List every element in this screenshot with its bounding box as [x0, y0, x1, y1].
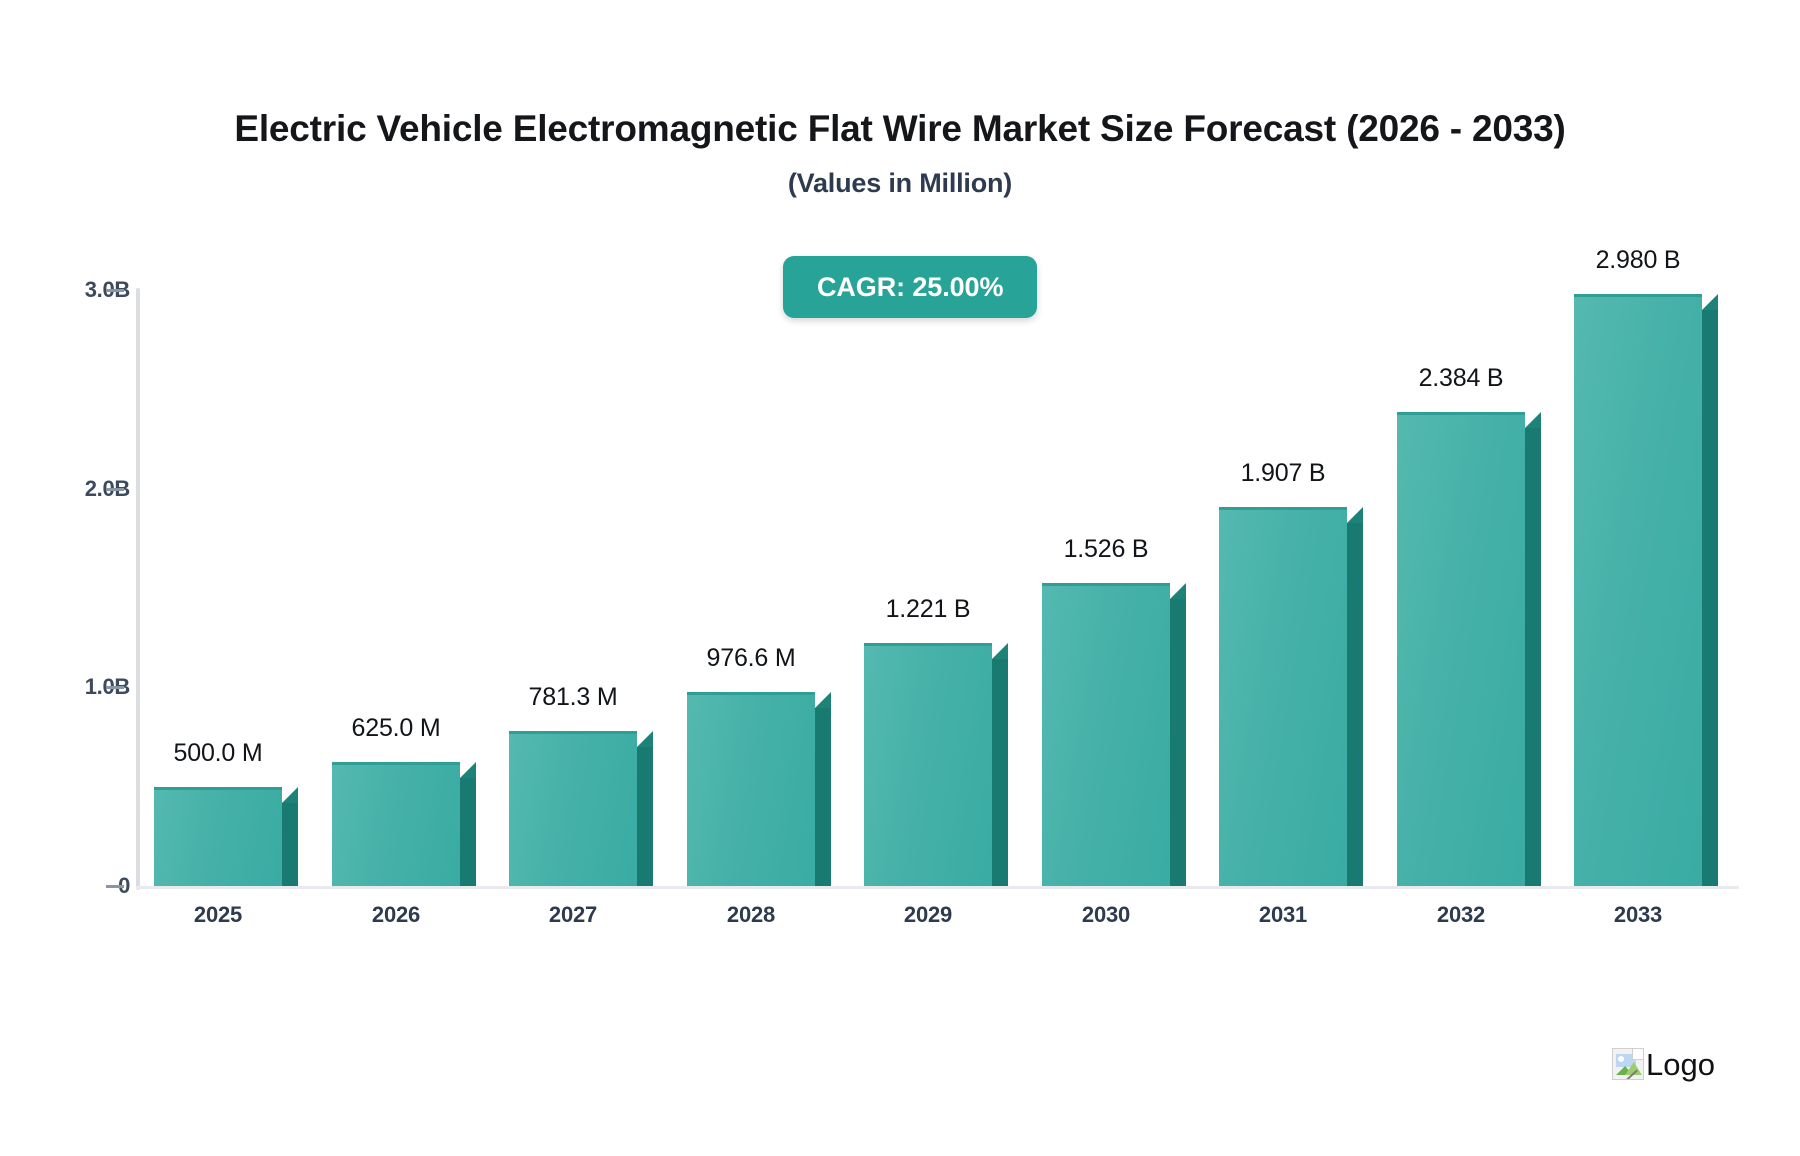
bar-value-label: 976.6 M	[706, 644, 796, 672]
y-axis-line	[136, 288, 140, 890]
bar-2030[interactable]	[1042, 583, 1186, 886]
logo: Logo	[1612, 1048, 1715, 1080]
bar-value-label: 1.526 B	[1063, 535, 1149, 563]
x-axis-tick-label-2032: 2032	[1436, 902, 1486, 927]
y-axis-tick-mark	[106, 487, 124, 491]
bar-front-face	[864, 643, 992, 886]
bar-top-bevel	[1574, 294, 1702, 297]
bar-top-face	[1702, 294, 1718, 310]
x-axis-tick-label-2027: 2027	[548, 902, 598, 927]
bar-value-label: 625.0 M	[351, 714, 441, 742]
bar-top-bevel	[1042, 583, 1170, 586]
bar-top-bevel	[154, 787, 282, 790]
bar-side-face	[460, 778, 476, 886]
bar-value-label: 1.907 B	[1240, 459, 1326, 487]
bar-front-face	[687, 692, 815, 886]
bar-top-face	[282, 787, 298, 803]
x-axis-tick-label-2025: 2025	[193, 902, 243, 927]
bar-value-label: 500.0 M	[173, 739, 263, 767]
bar-2026[interactable]	[332, 762, 476, 886]
bar-front-face	[1397, 412, 1525, 886]
bar-2031[interactable]	[1219, 507, 1363, 886]
bar-top-bevel	[332, 762, 460, 765]
bar-side-face	[1702, 310, 1718, 886]
bar-value-label: 1.221 B	[885, 595, 971, 623]
bar-top-face	[460, 762, 476, 778]
bar-2033[interactable]	[1574, 294, 1718, 886]
bar-2025[interactable]	[154, 787, 298, 886]
cagr-badge: CAGR: 25.00%	[783, 256, 1038, 318]
y-axis-tick-label: 0	[118, 873, 130, 898]
x-axis-tick-label-2029: 2029	[903, 902, 953, 927]
bar-side-face	[1170, 599, 1186, 886]
bar-top-face	[1525, 412, 1541, 428]
bar-value-label: 781.3 M	[528, 683, 618, 711]
x-axis-tick-label-2030: 2030	[1081, 902, 1131, 927]
bar-side-face	[1347, 523, 1363, 886]
bar-front-face	[1042, 583, 1170, 886]
bar-2029[interactable]	[864, 643, 1008, 886]
bar-2027[interactable]	[509, 731, 653, 886]
bar-top-bevel	[687, 692, 815, 695]
x-axis-tick-label-2028: 2028	[726, 902, 776, 927]
bar-front-face	[1574, 294, 1702, 886]
bar-front-face	[509, 731, 637, 886]
bar-front-face	[332, 762, 460, 886]
x-axis-tick-label-2033: 2033	[1613, 902, 1663, 927]
bar-front-face	[1219, 507, 1347, 886]
y-axis-tick-mark	[106, 686, 124, 690]
bar-2028[interactable]	[687, 692, 831, 886]
bar-top-bevel	[1219, 507, 1347, 510]
bar-top-face	[992, 643, 1008, 659]
chart-subtitle: (Values in Million)	[787, 168, 1013, 198]
bar-value-label: 2.980 B	[1595, 246, 1681, 274]
bar-side-face	[992, 659, 1008, 886]
bar-front-face	[154, 787, 282, 886]
x-axis-tick-label-2031: 2031	[1258, 902, 1308, 927]
bar-top-bevel	[1397, 412, 1525, 415]
logo-alt-text: Logo	[1646, 1046, 1715, 1082]
x-axis-tick-label-2026: 2026	[371, 902, 421, 927]
bar-side-face	[815, 708, 831, 886]
bar-top-face	[637, 731, 653, 747]
bar-side-face	[282, 803, 298, 886]
y-axis-tick-mark	[106, 885, 124, 888]
bar-value-label: 2.384 B	[1418, 364, 1504, 392]
x-axis-line	[136, 886, 1739, 889]
bar-top-bevel	[864, 643, 992, 646]
bar-top-face	[1347, 507, 1363, 523]
bar-top-face	[815, 692, 831, 708]
bar-top-bevel	[509, 731, 637, 734]
bar-2032[interactable]	[1397, 412, 1541, 886]
chart-title: Electric Vehicle Electromagnetic Flat Wi…	[234, 108, 1566, 149]
bar-top-face	[1170, 583, 1186, 599]
bar-side-face	[1525, 428, 1541, 886]
y-axis-tick-mark	[106, 289, 124, 292]
bar-side-face	[637, 747, 653, 886]
broken-image-icon	[1612, 1048, 1644, 1080]
